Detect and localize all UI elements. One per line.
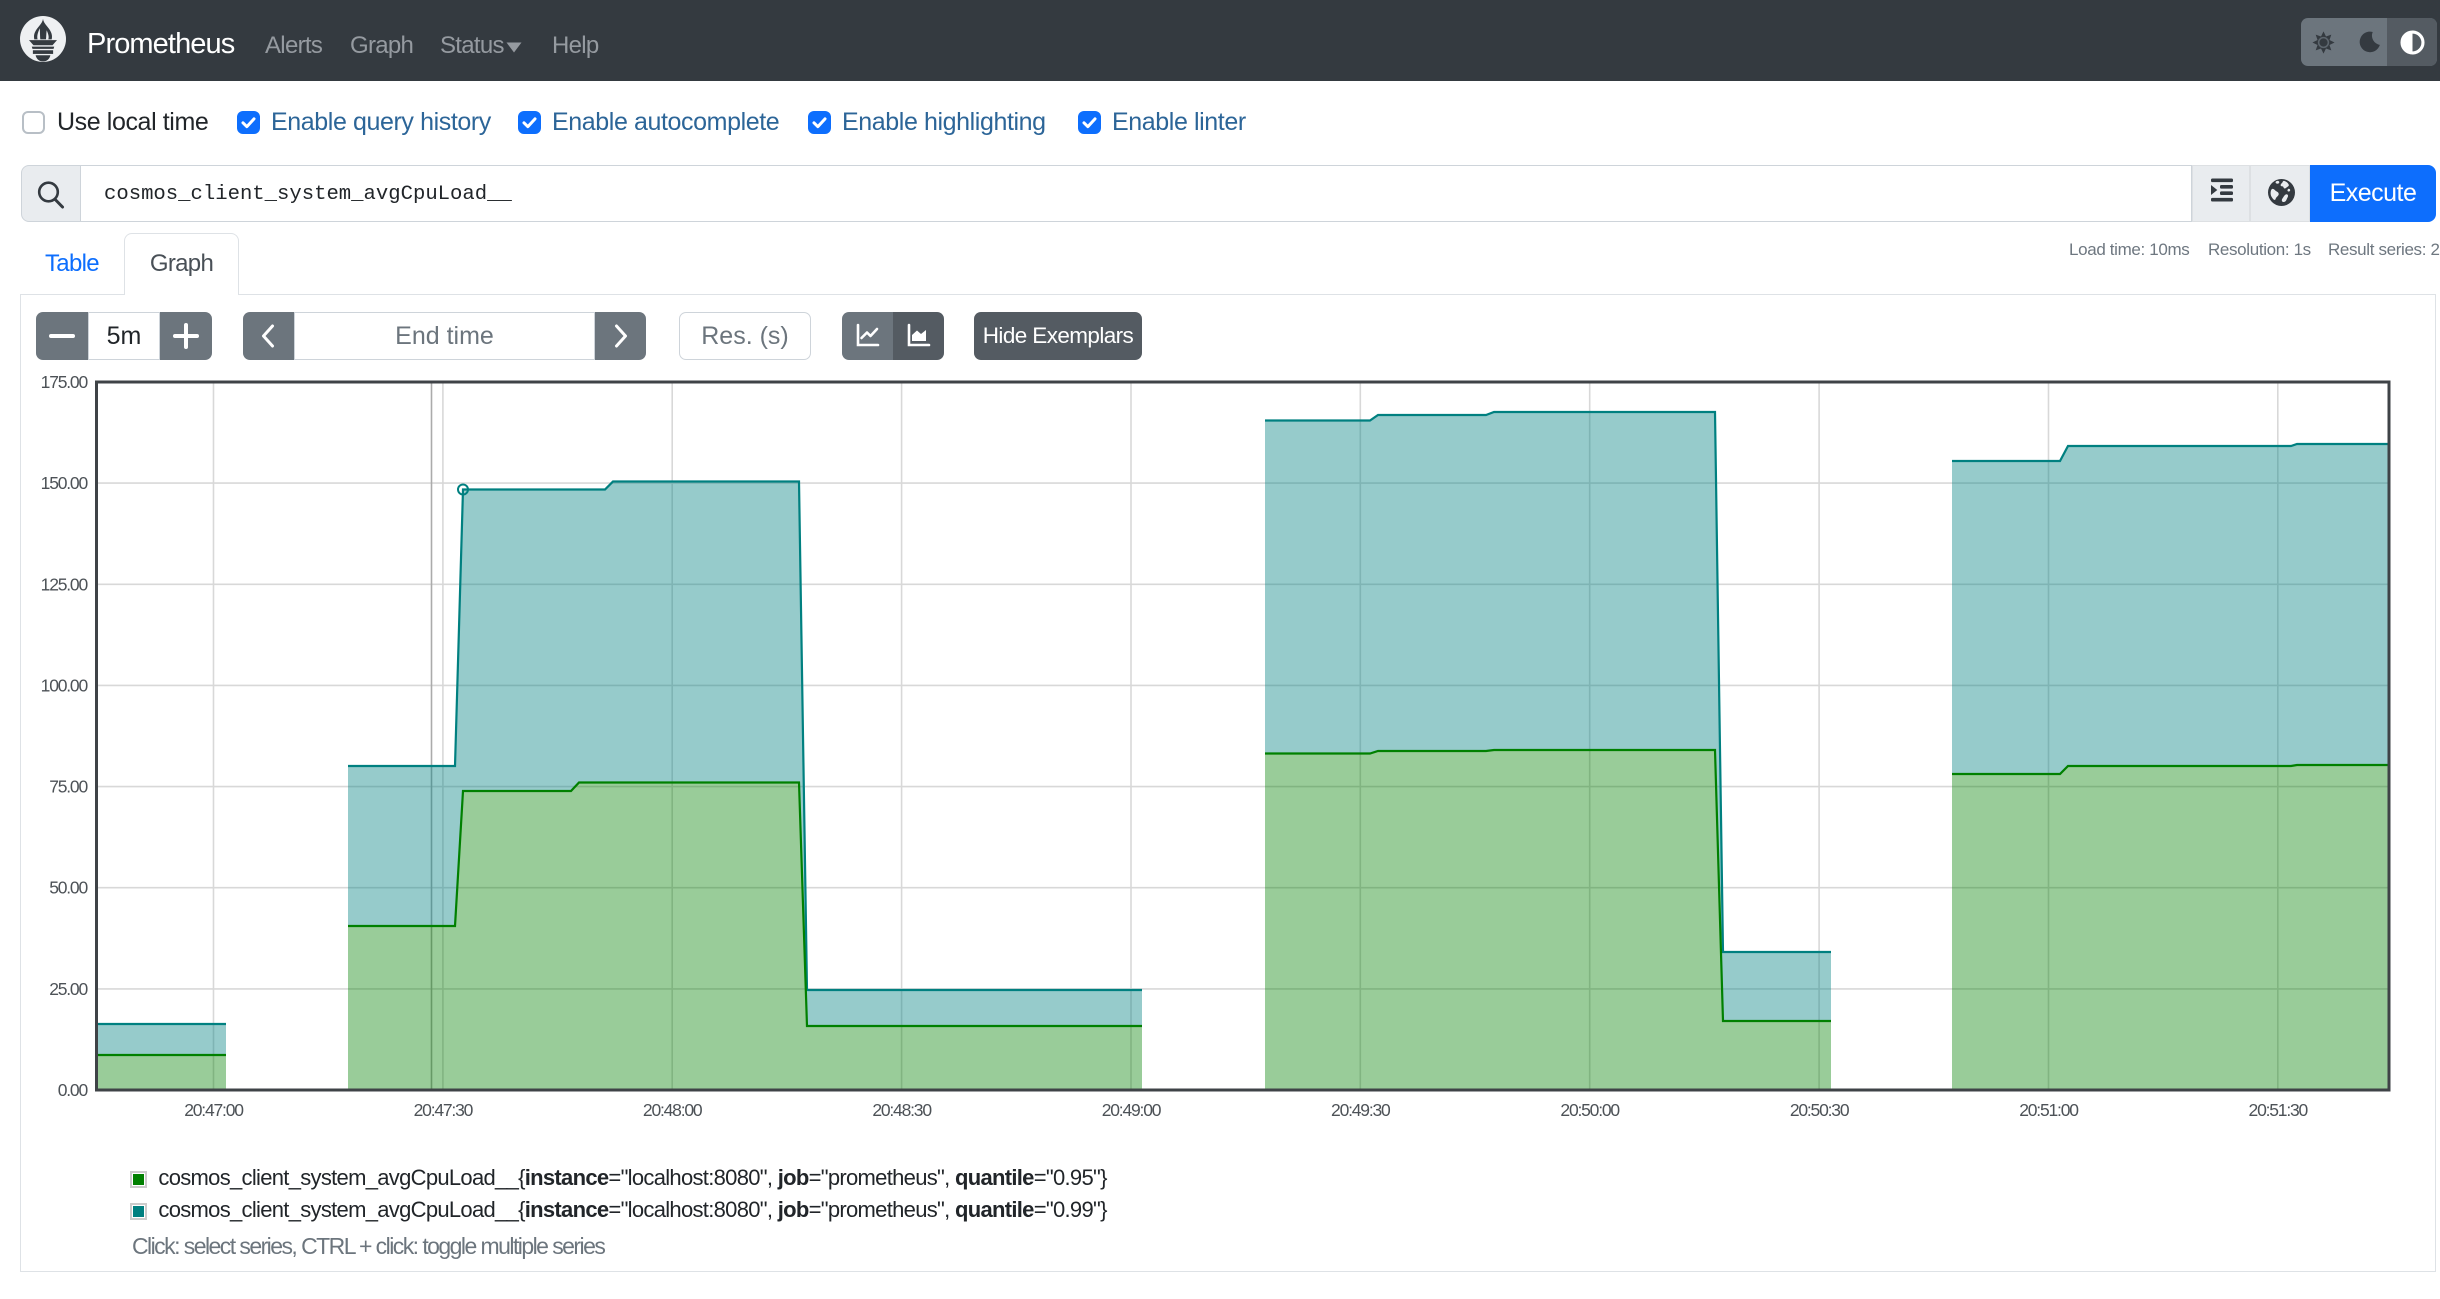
svg-text:20:50:30: 20:50:30: [1790, 1100, 1850, 1120]
svg-text:25.00: 25.00: [49, 979, 88, 999]
svg-text:20:49:00: 20:49:00: [1102, 1100, 1162, 1120]
svg-text:125.00: 125.00: [41, 574, 89, 594]
svg-text:150.00: 150.00: [41, 473, 89, 493]
svg-text:0.00: 0.00: [58, 1080, 89, 1100]
svg-text:20:51:00: 20:51:00: [2019, 1100, 2079, 1120]
svg-text:50.00: 50.00: [49, 878, 88, 898]
svg-text:100.00: 100.00: [41, 675, 89, 695]
svg-text:20:47:30: 20:47:30: [414, 1100, 474, 1120]
svg-text:20:47:00: 20:47:00: [184, 1100, 244, 1120]
svg-text:20:51:30: 20:51:30: [2249, 1100, 2309, 1120]
svg-text:20:48:00: 20:48:00: [643, 1100, 703, 1120]
svg-text:75.00: 75.00: [49, 777, 88, 797]
svg-text:175.00: 175.00: [41, 372, 89, 392]
svg-text:20:48:30: 20:48:30: [872, 1100, 932, 1120]
svg-text:20:50:00: 20:50:00: [1560, 1100, 1620, 1120]
svg-text:20:49:30: 20:49:30: [1331, 1100, 1391, 1120]
